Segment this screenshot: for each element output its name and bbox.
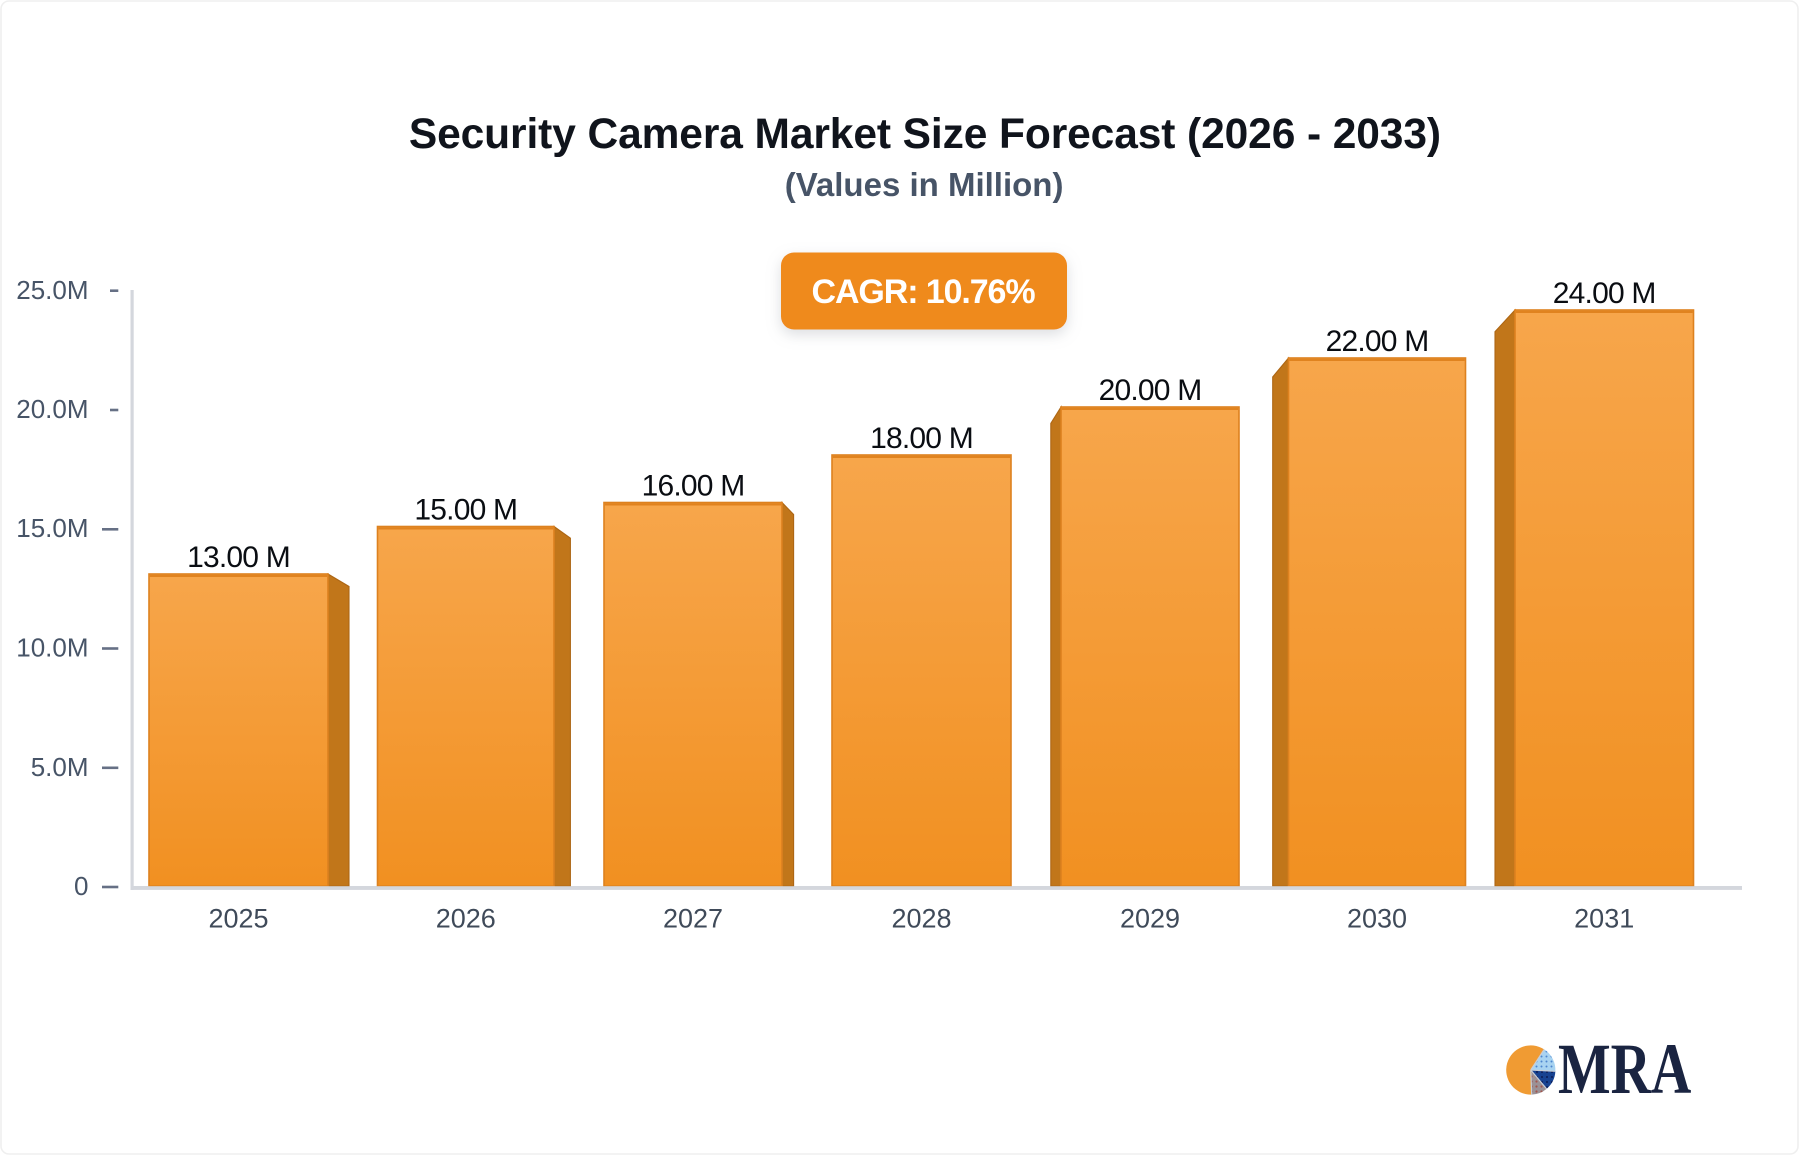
svg-text:(Values in Million): (Values in Million) [785, 166, 1064, 203]
svg-text:0: 0 [74, 871, 88, 901]
svg-text:15.00 M: 15.00 M [414, 494, 517, 527]
svg-text:Security Camera Market Size Fo: Security Camera Market Size Forecast (20… [409, 111, 1441, 158]
svg-text:22.00 M: 22.00 M [1326, 325, 1429, 358]
svg-text:13.00 M: 13.00 M [187, 541, 290, 574]
svg-text:2025: 2025 [208, 904, 268, 934]
svg-text:25.0M: 25.0M [16, 275, 88, 305]
svg-text:2031: 2031 [1574, 904, 1634, 934]
svg-text:24.00 M: 24.00 M [1553, 277, 1656, 310]
svg-text:5.0M: 5.0M [31, 752, 89, 782]
svg-text:16.00 M: 16.00 M [642, 470, 745, 503]
svg-text:10.0M: 10.0M [16, 633, 88, 663]
svg-text:2027: 2027 [663, 904, 723, 934]
svg-text:20.00 M: 20.00 M [1099, 374, 1202, 407]
svg-text:CAGR: 10.76%: CAGR: 10.76% [812, 273, 1036, 311]
svg-text:MRA: MRA [1558, 1029, 1692, 1108]
svg-text:2030: 2030 [1347, 904, 1407, 934]
svg-text:2028: 2028 [891, 904, 951, 934]
svg-text:15.0M: 15.0M [16, 513, 88, 543]
svg-text:2029: 2029 [1120, 904, 1180, 934]
svg-text:18.00 M: 18.00 M [870, 422, 973, 455]
svg-text:2026: 2026 [436, 904, 496, 934]
svg-text:20.0M: 20.0M [16, 394, 88, 424]
